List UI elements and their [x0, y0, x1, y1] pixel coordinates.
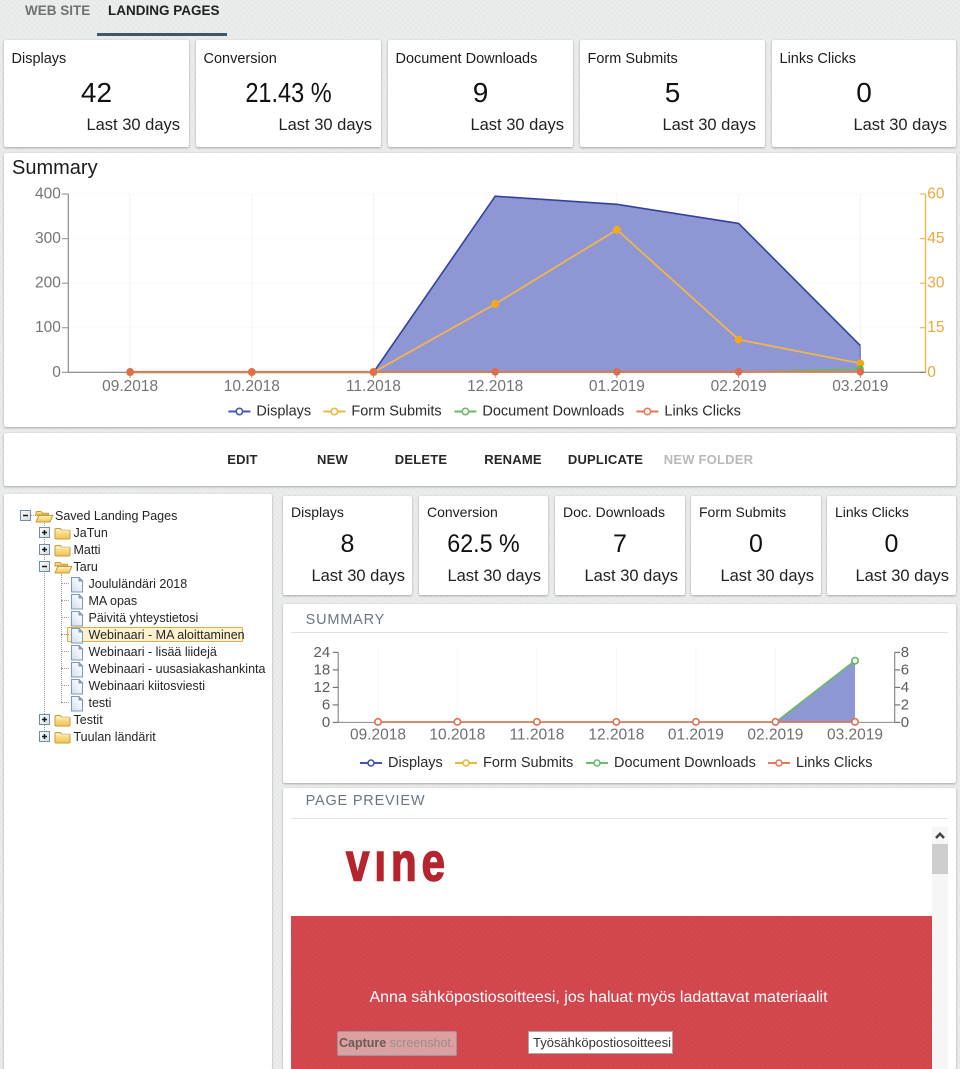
svg-text:45: 45 [927, 230, 944, 247]
svg-text:Links Clicks: Links Clicks [664, 404, 741, 420]
svg-text:Document Downloads: Document Downloads [614, 755, 756, 771]
svg-text:100: 100 [35, 319, 61, 336]
svg-text:15: 15 [927, 319, 944, 336]
svg-text:Displays: Displays [256, 404, 311, 420]
svg-text:12: 12 [314, 679, 331, 696]
svg-text:24: 24 [314, 644, 331, 661]
svg-text:03.2019: 03.2019 [832, 378, 888, 395]
svg-text:6: 6 [322, 696, 330, 713]
svg-text:18: 18 [314, 661, 331, 678]
svg-text:01.2019: 01.2019 [589, 378, 645, 395]
svg-text:Document Downloads: Document Downloads [482, 404, 624, 420]
svg-text:300: 300 [35, 230, 61, 247]
svg-text:02.2019: 02.2019 [711, 378, 767, 395]
svg-text:8: 8 [901, 644, 909, 661]
svg-text:01.2019: 01.2019 [668, 726, 724, 743]
svg-text:30: 30 [927, 275, 945, 292]
svg-text:Form Submits: Form Submits [483, 755, 573, 771]
svg-text:03.2019: 03.2019 [827, 726, 883, 743]
svg-text:200: 200 [35, 275, 61, 292]
svg-text:0: 0 [927, 364, 936, 381]
svg-text:6: 6 [901, 661, 909, 678]
svg-text:4: 4 [901, 679, 909, 696]
svg-text:11.2018: 11.2018 [509, 726, 564, 743]
svg-text:Displays: Displays [388, 755, 443, 771]
svg-text:60: 60 [927, 186, 945, 203]
svg-text:12.2018: 12.2018 [588, 726, 644, 743]
svg-text:0: 0 [52, 364, 61, 381]
svg-text:2: 2 [901, 696, 909, 713]
svg-text:Form Submits: Form Submits [351, 404, 441, 420]
svg-text:Links Clicks: Links Clicks [796, 755, 873, 771]
svg-text:11.2018: 11.2018 [346, 378, 401, 395]
svg-text:0: 0 [322, 714, 330, 731]
svg-text:0: 0 [901, 714, 909, 731]
svg-text:02.2019: 02.2019 [747, 726, 803, 743]
svg-text:10.2018: 10.2018 [429, 726, 485, 743]
svg-text:10.2018: 10.2018 [224, 378, 280, 395]
svg-text:400: 400 [35, 186, 61, 203]
svg-text:09.2018: 09.2018 [102, 378, 158, 395]
svg-text:12.2018: 12.2018 [467, 378, 523, 395]
svg-text:09.2018: 09.2018 [350, 726, 406, 743]
